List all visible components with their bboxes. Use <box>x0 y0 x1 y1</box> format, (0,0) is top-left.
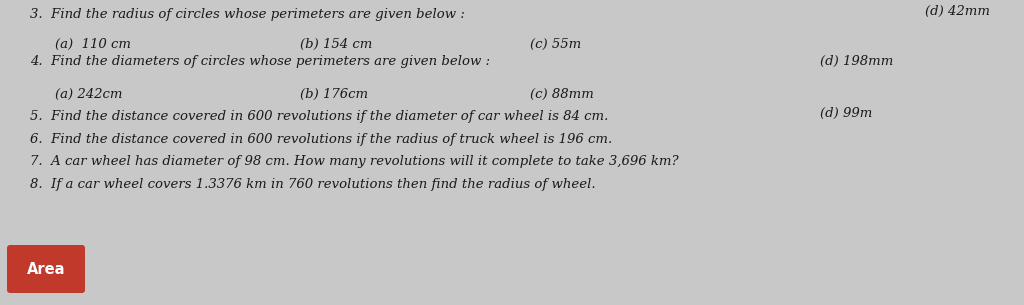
Text: (b) 176cm: (b) 176cm <box>300 88 368 101</box>
Text: (d) 198mm: (d) 198mm <box>820 55 893 68</box>
Text: 8.  If a car wheel covers 1.3376 km in 760 revolutions then find the radius of w: 8. If a car wheel covers 1.3376 km in 76… <box>30 178 596 191</box>
Text: 7.  A car wheel has diameter of 98 cm. How many revolutions will it complete to : 7. A car wheel has diameter of 98 cm. Ho… <box>30 155 679 168</box>
FancyBboxPatch shape <box>7 245 85 293</box>
Text: (c) 55m: (c) 55m <box>530 38 582 51</box>
Text: (b) 154 cm: (b) 154 cm <box>300 38 373 51</box>
Text: 3.  Find the radius of circles whose perimeters are given below :: 3. Find the radius of circles whose peri… <box>30 8 465 21</box>
Text: (c) 88mm: (c) 88mm <box>530 88 594 101</box>
Text: 4.  Find the diameters of circles whose perimeters are given below :: 4. Find the diameters of circles whose p… <box>30 55 490 68</box>
Text: (a) 242cm: (a) 242cm <box>55 88 123 101</box>
Text: (a)  110 cm: (a) 110 cm <box>55 38 131 51</box>
Text: 5.  Find the distance covered in 600 revolutions if the diameter of car wheel is: 5. Find the distance covered in 600 revo… <box>30 110 608 123</box>
Text: Area: Area <box>27 261 66 277</box>
Text: (d) 42mm: (d) 42mm <box>925 5 990 18</box>
Text: 6.  Find the distance covered in 600 revolutions if the radius of truck wheel is: 6. Find the distance covered in 600 revo… <box>30 133 612 146</box>
Text: (d) 99m: (d) 99m <box>820 107 872 120</box>
